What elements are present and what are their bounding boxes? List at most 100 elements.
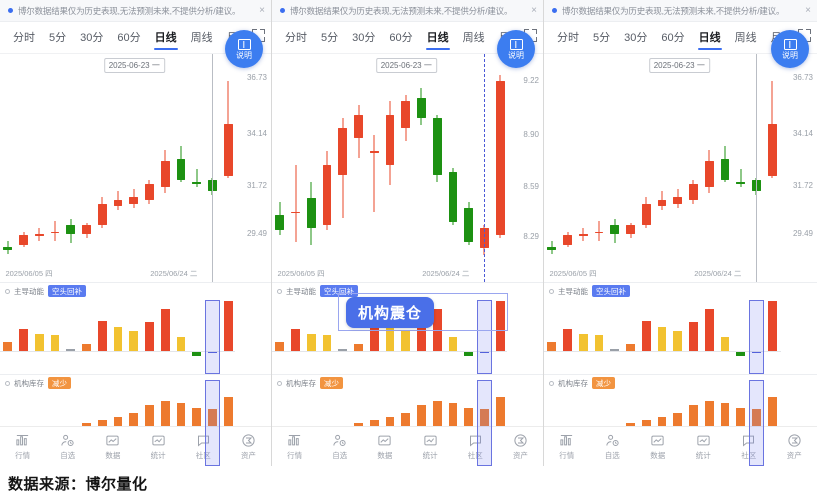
bar-chart-icon [15, 433, 30, 448]
period-tab-0[interactable]: 分时 [285, 31, 307, 44]
nav-item-资产[interactable]: 资产 [498, 427, 543, 466]
candle-body [34, 234, 44, 236]
close-icon[interactable]: × [805, 4, 811, 16]
candle [689, 68, 698, 260]
candle [479, 68, 489, 260]
period-tab-4[interactable]: 日线 [420, 23, 456, 53]
nav-item-数据[interactable]: 数据 [362, 427, 407, 466]
momentum-indicator-panel[interactable]: 主导动能 空头回补 [0, 282, 271, 374]
period-tab-3[interactable]: 60分 [661, 31, 685, 44]
momentum-title: 主导动能 [286, 286, 316, 296]
app-screenshot-panel-left: 博尔数据结果仅为历史表现,无法预测未来,不提供分析/建议。 × 分时 5分 30分 6… [0, 0, 272, 466]
nav-item-label: 社区 [195, 450, 211, 460]
candle-wick [582, 227, 584, 241]
candle-series [544, 68, 781, 260]
candle [291, 68, 300, 260]
period-tab-2[interactable]: 30分 [352, 31, 376, 44]
highlight-selection-box[interactable] [748, 380, 764, 466]
period-tab-0[interactable]: 分时 [557, 31, 579, 44]
indicator-dot-icon [549, 288, 554, 294]
nav-item-label: 自选 [60, 450, 76, 460]
highlight-selection-box[interactable] [204, 380, 220, 466]
bullet-dot-icon [8, 8, 13, 13]
period-tab-2[interactable]: 30分 [624, 31, 648, 44]
candle-series [272, 68, 507, 260]
nav-item-统计[interactable]: 统计 [681, 427, 727, 466]
candle [432, 68, 442, 260]
momentum-bar [626, 343, 635, 351]
candlestick-chart[interactable]: 2025-06-23 一 9.22 8.90 8.59 8.29 2025/06/05… [272, 54, 543, 282]
nav-item-数据[interactable]: 数据 [635, 427, 681, 466]
period-tab-4[interactable]: 日线 [692, 23, 728, 53]
cursor-date-badge: 2025-06-23 一 [648, 58, 710, 73]
help-button[interactable]: 说明 [225, 30, 263, 68]
close-icon[interactable]: × [259, 4, 265, 16]
price-axis: 9.22 8.90 8.59 8.29 [509, 54, 541, 282]
momentum-indicator-panel[interactable]: 主导动能 空头回补 [544, 282, 817, 374]
nav-item-统计[interactable]: 统计 [408, 427, 453, 466]
period-tab-1[interactable]: 5分 [49, 31, 67, 44]
price-tick-label: 29.49 [792, 229, 813, 239]
period-tab-1[interactable]: 5分 [593, 31, 611, 44]
period-tab-5[interactable]: 周线 [462, 31, 485, 44]
nav-item-统计[interactable]: 统计 [136, 427, 181, 466]
trend-square-icon [105, 433, 120, 448]
nav-item-label: 统计 [150, 450, 166, 460]
line-square-icon [696, 433, 711, 448]
nav-item-行情[interactable]: 行情 [0, 427, 45, 466]
period-tab-3[interactable]: 60分 [117, 31, 141, 44]
nav-item-行情[interactable]: 行情 [544, 427, 590, 466]
period-tab-5[interactable]: 周线 [734, 31, 757, 44]
highlight-selection-box[interactable] [204, 300, 220, 374]
nav-item-label: 统计 [695, 450, 711, 460]
candle-body [464, 208, 474, 242]
candle [19, 68, 28, 260]
highlight-selection-box[interactable] [748, 300, 764, 374]
app-screenshot-panel-right: 博尔数据结果仅为历史表现,无法预测未来,不提供分析/建议。 × 分时 5分 30分 6… [544, 0, 817, 466]
candle-body [673, 197, 683, 204]
period-tab-1[interactable]: 5分 [321, 31, 339, 44]
nav-item-社区[interactable]: 社区 [726, 427, 772, 466]
price-tick-label: 8.59 [523, 181, 539, 191]
momentum-bar [97, 320, 107, 351]
candle-body [704, 160, 714, 187]
chart-area[interactable]: 2025-06-23 一 36.73 34.14 31.72 29.49 2025/0… [544, 54, 817, 466]
chart-area[interactable]: 2025-06-23 一 9.22 8.90 8.59 8.29 2025/06/05… [272, 54, 543, 466]
highlight-selection-box[interactable] [476, 300, 492, 374]
inventory-badge: 减少 [48, 377, 71, 389]
nav-item-数据[interactable]: 数据 [90, 427, 135, 466]
period-tab-2[interactable]: 30分 [80, 31, 104, 44]
candle-body [207, 180, 217, 191]
candlestick-chart[interactable]: 2025-06-23 一 36.73 34.14 31.72 29.49 2025/0… [544, 54, 817, 282]
nav-item-资产[interactable]: 资产 [772, 427, 817, 466]
chart-area[interactable]: 2025-06-23 一 36.73 34.14 31.72 29.49 2025/0… [0, 54, 271, 466]
nav-item-资产[interactable]: 资产 [226, 427, 271, 466]
help-button[interactable]: 说明 [771, 30, 809, 68]
highlight-selection-box[interactable] [476, 380, 492, 466]
nav-item-自选[interactable]: 自选 [45, 427, 90, 466]
inventory-bar [417, 405, 426, 445]
period-tab-4[interactable]: 日线 [148, 23, 184, 53]
period-tab-3[interactable]: 60分 [389, 31, 413, 44]
price-tick-label: 36.73 [246, 73, 267, 83]
help-button[interactable]: 说明 [497, 30, 535, 68]
close-icon[interactable]: × [531, 4, 537, 16]
candle [563, 68, 572, 260]
crosshair-line[interactable] [212, 54, 214, 282]
momentum-bar [160, 309, 170, 351]
crosshair-line[interactable] [756, 54, 758, 282]
candle-body [338, 128, 348, 175]
nav-item-自选[interactable]: 自选 [590, 427, 636, 466]
candle-body [369, 151, 379, 153]
crosshair-line[interactable] [484, 54, 486, 282]
period-tab-0[interactable]: 分时 [13, 31, 35, 44]
candlestick-chart[interactable]: 2025-06-23 一 36.73 34.14 31.72 29.49 2025/0… [0, 54, 271, 282]
candle-body [594, 231, 604, 234]
inventory-bar [720, 403, 730, 445]
price-tick-label: 31.72 [246, 181, 267, 191]
nav-item-自选[interactable]: 自选 [317, 427, 362, 466]
nav-item-行情[interactable]: 行情 [272, 427, 317, 466]
period-tab-5[interactable]: 周线 [190, 31, 213, 44]
callout-label: 机构震仓 [346, 297, 435, 328]
